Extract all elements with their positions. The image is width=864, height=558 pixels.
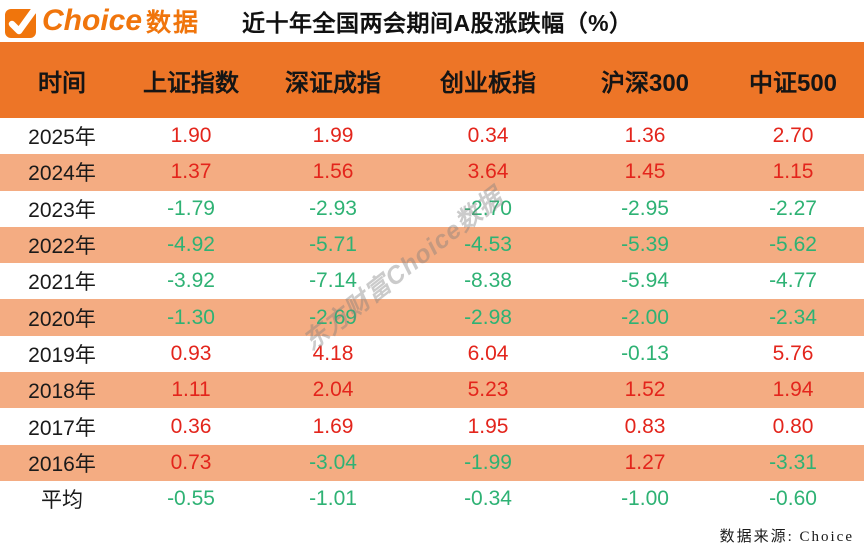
value-csi300: -2.00 [621, 305, 669, 329]
value-chinext: -8.38 [464, 269, 512, 293]
column-header-sse: 上证指数 [143, 69, 239, 97]
value-csi500: 1.94 [772, 378, 814, 402]
value-csi500: -5.62 [769, 233, 817, 257]
value-sse: -0.55 [167, 487, 215, 511]
value-szse: 4.18 [312, 341, 354, 365]
row-year-label: 2021年 [28, 271, 96, 295]
column-header-csi300: 沪深300 [600, 69, 690, 97]
value-csi300: -5.39 [621, 233, 669, 257]
check-icon [5, 2, 40, 38]
page-title: 近十年全国两会期间A股涨跌幅（%） [242, 10, 633, 36]
table-body: 2025年 1.90 1.99 0.34 1.36 2.70 2024年 1.3… [0, 118, 864, 518]
value-szse: -7.14 [309, 269, 357, 293]
table-header-row: 时间 上证指数 深证成指 创业板指 沪深300 中证500 [0, 42, 864, 118]
value-szse: 1.99 [312, 124, 354, 148]
table-row: 2025年 1.90 1.99 0.34 1.36 2.70 [0, 118, 864, 155]
footer-bar: 数据来源: Choice [0, 517, 864, 557]
column-header-szse: 深证成指 [285, 69, 381, 97]
value-csi300: 0.83 [624, 414, 666, 438]
value-chinext: -2.98 [464, 305, 512, 329]
value-sse: 1.37 [170, 160, 212, 184]
value-chinext: -0.34 [464, 487, 512, 511]
value-sse: 0.73 [170, 450, 212, 474]
value-csi500: -2.27 [769, 196, 817, 220]
table-row: 2020年 -1.30 -2.69 -2.98 -2.00 -2.34 [0, 299, 864, 336]
table-row: 2018年 1.11 2.04 5.23 1.52 1.94 [0, 372, 864, 409]
row-year-label: 平均 [41, 489, 83, 513]
value-szse: 1.56 [312, 160, 354, 184]
value-sse: 1.90 [170, 124, 212, 148]
value-chinext: 0.34 [467, 124, 509, 148]
value-sse: -1.79 [167, 196, 215, 220]
top-bar: Choice 数据 近十年全国两会期间A股涨跌幅（%） [0, 0, 864, 42]
row-year-label: 2025年 [28, 126, 96, 150]
row-year-label: 2018年 [28, 380, 96, 404]
value-csi500: 5.76 [772, 341, 814, 365]
value-csi300: 1.36 [624, 124, 666, 148]
value-sse: -3.92 [167, 269, 215, 293]
table-row: 2021年 -3.92 -7.14 -8.38 -5.94 -4.77 [0, 263, 864, 300]
value-csi500: -0.60 [769, 487, 817, 511]
value-chinext: -2.70 [464, 196, 512, 220]
data-source-label: 数据来源: Choice [719, 529, 854, 546]
value-chinext: 5.23 [467, 378, 509, 402]
value-szse: -2.69 [309, 305, 357, 329]
value-sse: 0.36 [170, 414, 212, 438]
row-year-label: 2022年 [28, 235, 96, 259]
brand-name: Choice [42, 4, 143, 37]
value-chinext: -4.53 [464, 233, 512, 257]
table-row: 2023年 -1.79 -2.93 -2.70 -2.95 -2.27 [0, 190, 864, 227]
table-row: 2017年 0.36 1.69 1.95 0.83 0.80 [0, 408, 864, 445]
row-year-label: 2024年 [28, 162, 96, 186]
value-szse: -5.71 [309, 233, 357, 257]
value-csi300: 1.27 [624, 450, 666, 474]
value-csi300: -1.00 [621, 487, 669, 511]
value-csi500: 2.70 [772, 124, 814, 148]
table-row: 2024年 1.37 1.56 3.64 1.45 1.15 [0, 154, 864, 191]
table-row: 2022年 -4.92 -5.71 -4.53 -5.39 -5.62 [0, 226, 864, 264]
value-csi500: 1.15 [772, 160, 814, 184]
value-csi300: 1.45 [624, 160, 666, 184]
column-header-csi500: 中证500 [748, 69, 838, 97]
value-csi300: 1.52 [624, 378, 666, 402]
value-szse: -1.01 [309, 487, 357, 511]
value-sse: 0.93 [170, 341, 212, 365]
value-szse: 1.69 [312, 414, 354, 438]
table-row: 2016年 0.73 -3.04 -1.99 1.27 -3.31 [0, 444, 864, 481]
value-szse: -3.04 [309, 450, 357, 474]
value-chinext: 1.95 [467, 414, 509, 438]
brand-logo: Choice 数据 [4, 2, 201, 39]
value-csi500: 0.80 [772, 414, 814, 438]
value-csi300: -5.94 [621, 269, 669, 293]
value-csi500: -2.34 [769, 305, 817, 329]
row-year-label: 2017年 [28, 416, 96, 440]
value-csi500: -4.77 [769, 269, 817, 293]
column-header-time: 时间 [38, 69, 86, 97]
value-csi300: -2.95 [621, 196, 669, 220]
value-csi500: -3.31 [769, 450, 817, 474]
column-header-chinext: 创业板指 [440, 69, 536, 97]
value-sse: -4.92 [167, 233, 215, 257]
row-year-label: 2020年 [28, 307, 96, 331]
row-year-label: 2023年 [28, 198, 96, 222]
row-year-label: 2019年 [28, 343, 96, 367]
brand-suffix: 数据 [146, 9, 201, 37]
table-row: 2019年 0.93 4.18 6.04 -0.13 5.76 [0, 335, 864, 373]
value-szse: 2.04 [312, 378, 354, 402]
value-sse: 1.11 [171, 378, 211, 402]
table-row: 平均 -0.55 -1.01 -0.34 -1.00 -0.60 [0, 480, 864, 518]
value-chinext: 3.64 [467, 160, 509, 184]
value-chinext: 6.04 [467, 341, 509, 365]
row-year-label: 2016年 [28, 452, 96, 476]
value-sse: -1.30 [167, 305, 215, 329]
value-csi300: -0.13 [621, 341, 669, 365]
value-szse: -2.93 [309, 196, 357, 220]
value-chinext: -1.99 [464, 450, 512, 474]
